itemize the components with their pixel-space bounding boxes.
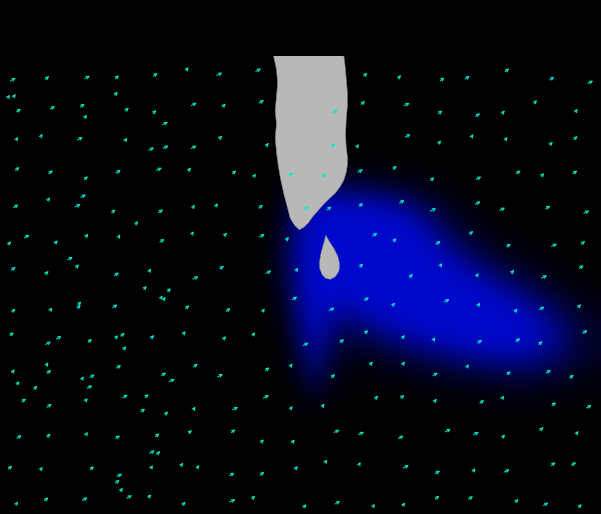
Text: Secondary Swell energy on Monday 24 Mar at 2am +05: Secondary Swell energy on Monday 24 Mar … [57, 9, 544, 27]
Text: Arrows show the wind wave direction: Arrows show the wind wave direction [176, 37, 425, 50]
Polygon shape [273, 56, 347, 230]
Polygon shape [320, 235, 340, 279]
